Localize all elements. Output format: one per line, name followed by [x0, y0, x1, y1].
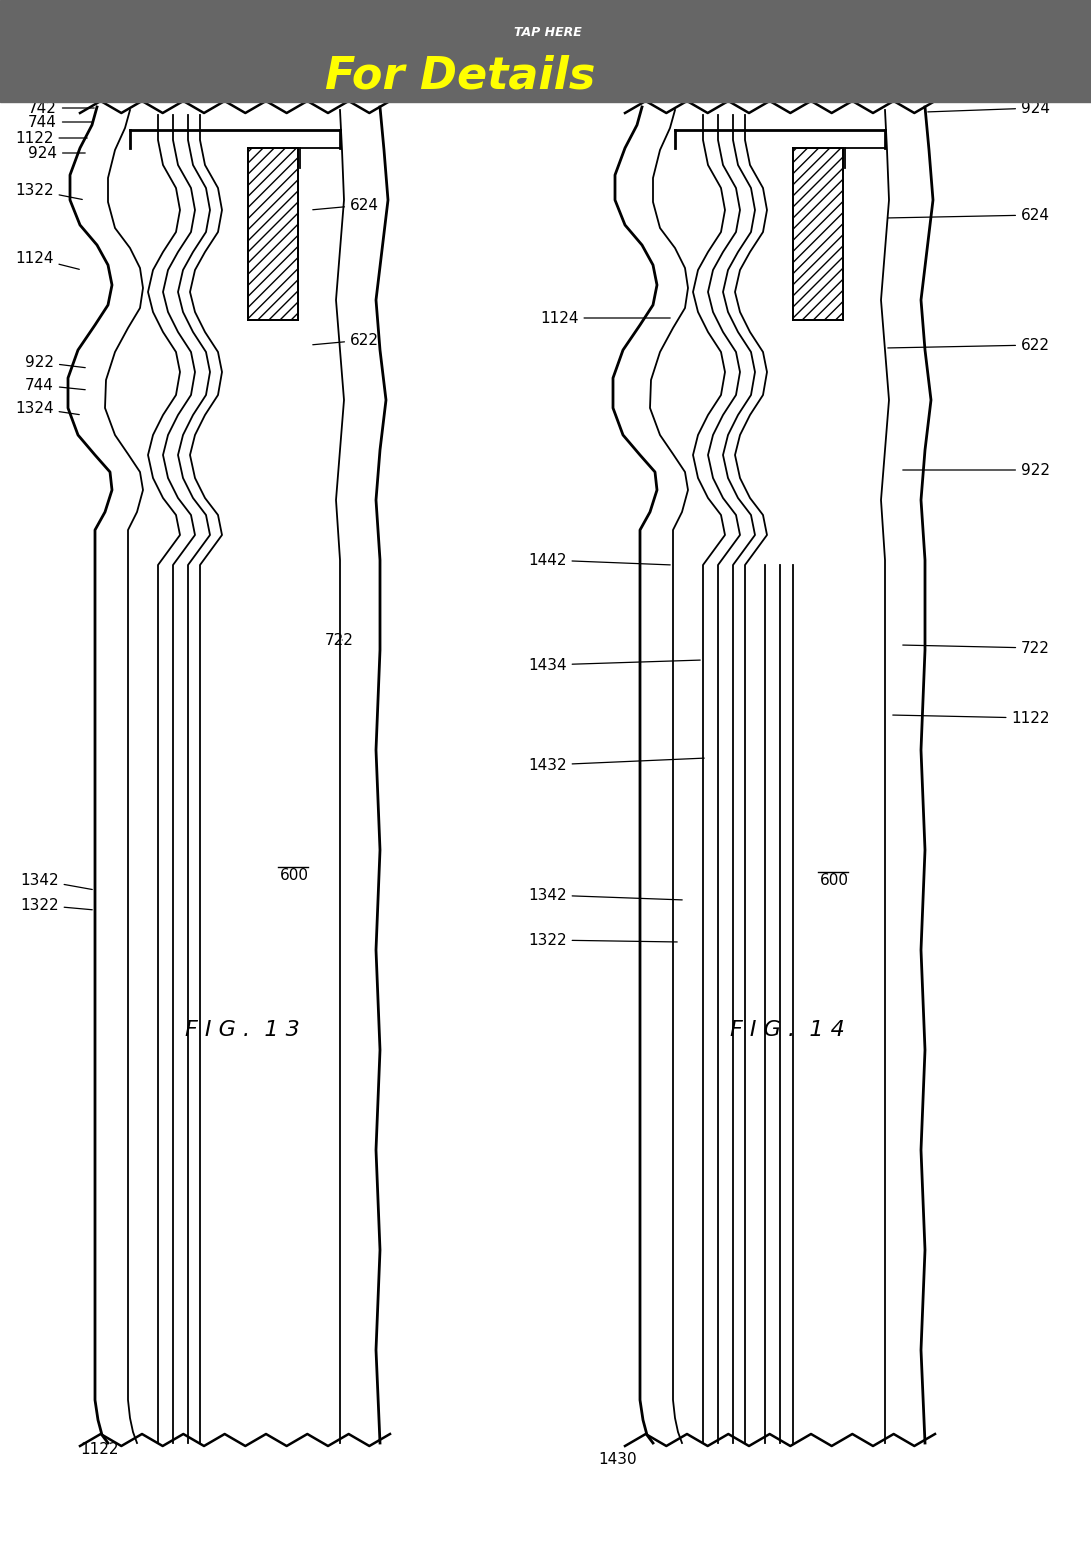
- Text: 1322: 1322: [15, 183, 82, 200]
- Text: 722: 722: [902, 640, 1050, 656]
- Text: F I G .  1 3: F I G . 1 3: [185, 1019, 300, 1040]
- Text: 1342: 1342: [528, 888, 682, 902]
- Text: 1122: 1122: [80, 1442, 119, 1458]
- Bar: [793, 148, 843, 320]
- Text: 624: 624: [313, 198, 379, 212]
- Text: 744: 744: [25, 378, 85, 392]
- Text: 1434: 1434: [528, 657, 700, 673]
- Text: For Details: For Details: [325, 55, 596, 97]
- Text: 600: 600: [280, 868, 309, 882]
- Text: 622: 622: [313, 332, 379, 348]
- Text: 924: 924: [927, 100, 1050, 116]
- Text: 1124: 1124: [540, 311, 670, 326]
- Text: 1430: 1430: [598, 1452, 637, 1467]
- Text: 622: 622: [888, 337, 1050, 353]
- Text: 600: 600: [820, 873, 849, 888]
- Text: 1322: 1322: [20, 898, 93, 913]
- Bar: [248, 148, 298, 320]
- Text: 924: 924: [28, 145, 85, 161]
- Text: 1124: 1124: [15, 250, 80, 270]
- Text: 722: 722: [325, 632, 353, 648]
- Text: 922: 922: [902, 462, 1050, 478]
- Text: TAP HERE: TAP HERE: [514, 25, 582, 39]
- Text: 1322: 1322: [528, 932, 678, 948]
- Text: 744: 744: [28, 114, 93, 130]
- Bar: [0, 0, 1091, 101]
- Text: 1432: 1432: [528, 757, 704, 773]
- Text: 1122: 1122: [892, 710, 1050, 726]
- Text: 1122: 1122: [15, 131, 87, 145]
- Text: 1324: 1324: [15, 401, 80, 415]
- Text: 1442: 1442: [528, 553, 670, 568]
- Text: 742: 742: [28, 100, 94, 116]
- Text: 1342: 1342: [20, 873, 93, 890]
- Text: 922: 922: [25, 354, 85, 370]
- Text: F I G .  1 4: F I G . 1 4: [730, 1019, 844, 1040]
- Text: 624: 624: [888, 208, 1050, 223]
